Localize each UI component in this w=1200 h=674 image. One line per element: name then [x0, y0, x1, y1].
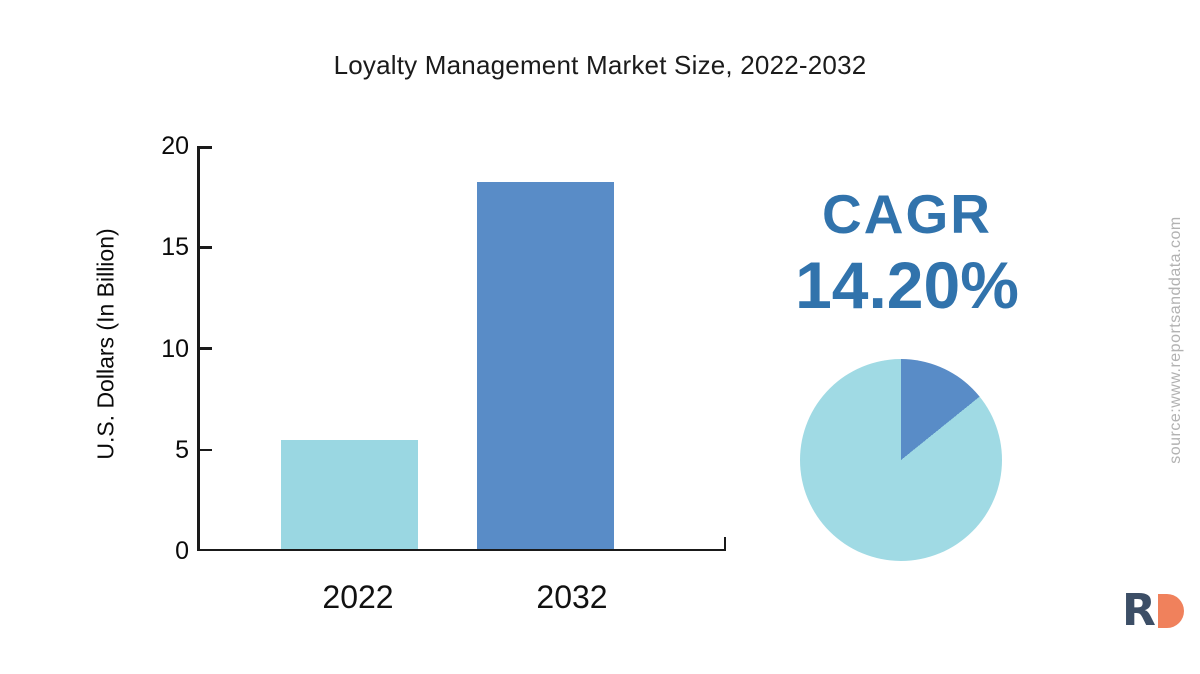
- y-axis-label: U.S. Dollars (In Billion): [92, 228, 119, 460]
- bar-2022: [281, 440, 418, 551]
- y-axis-tick: [197, 246, 212, 249]
- cagr-value: 14.20%: [795, 248, 1019, 322]
- y-axis-tick-label: 0: [175, 537, 189, 565]
- y-axis-tick: [197, 448, 212, 451]
- x-axis-end-tick: [723, 537, 726, 551]
- logo-letter-r: R: [1122, 585, 1156, 636]
- cagr-pie: [800, 359, 1002, 561]
- x-axis-line: [197, 548, 726, 551]
- bar-2032: [477, 182, 614, 551]
- y-axis-tick: [197, 146, 212, 149]
- source-watermark: source:www.reportsanddata.com: [1167, 216, 1184, 464]
- y-axis-tick: [197, 347, 212, 350]
- y-axis-tick-label: 20: [161, 132, 189, 160]
- x-axis-tick-label: 2032: [536, 579, 608, 615]
- logo-shape-d-icon: [1157, 594, 1184, 628]
- cagr-block: CAGR 14.20%: [782, 183, 1032, 320]
- y-axis-tick-label: 5: [175, 435, 189, 464]
- bar-plot-area: 2022 2032 0 5 10 15 20: [161, 132, 726, 615]
- x-axis-tick-label: 2022: [322, 579, 394, 615]
- y-axis-tick-label: 10: [161, 334, 189, 363]
- y-axis-tick-label: 15: [161, 233, 189, 262]
- chart-title: Loyalty Management Market Size, 2022-203…: [333, 50, 867, 80]
- brand-logo: R: [1122, 585, 1184, 636]
- cagr-label: CAGR: [822, 183, 992, 245]
